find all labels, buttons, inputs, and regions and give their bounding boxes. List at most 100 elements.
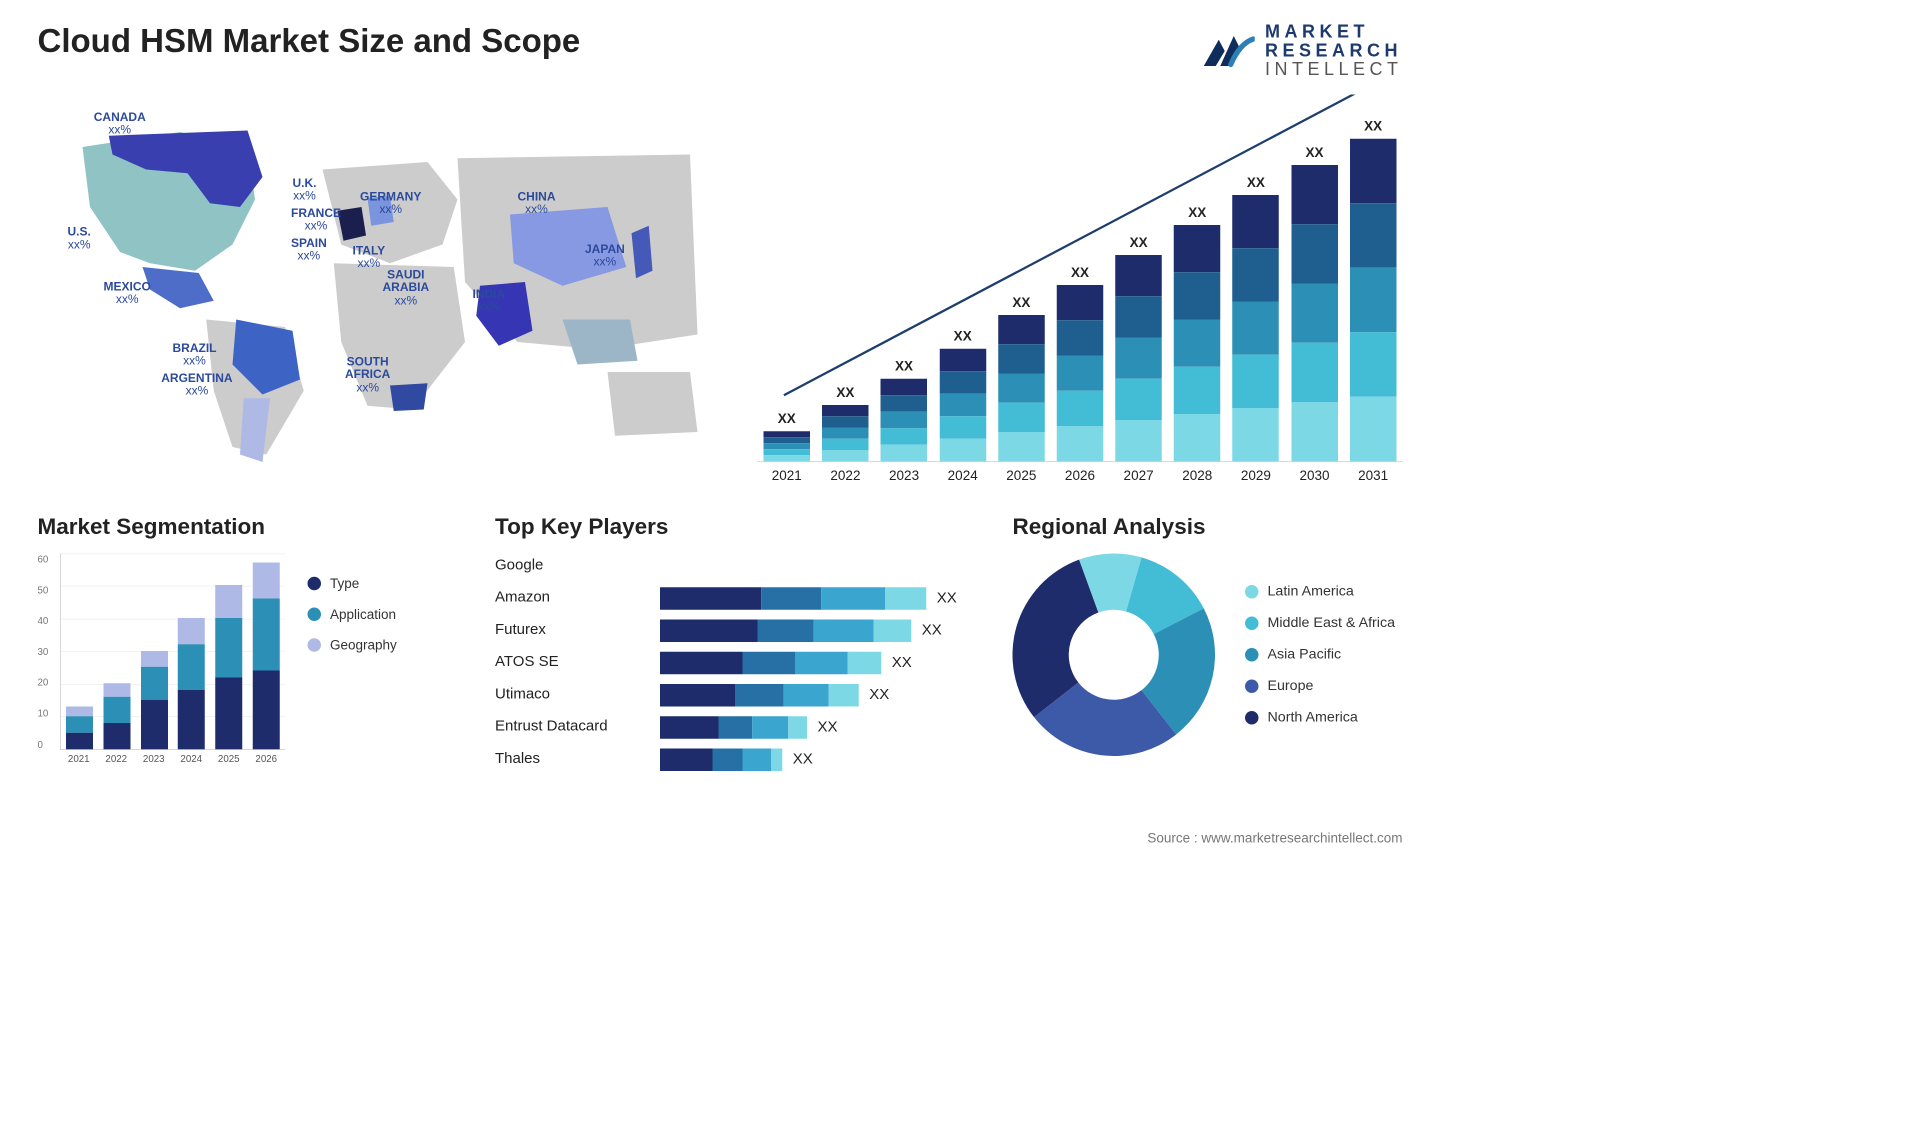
growth-years-axis: 2021202220232024202520262027202820292030… [758,468,1403,484]
header: Cloud HSM Market Size and Scope MARKET R… [0,0,1440,87]
legend-item: Type [308,576,397,592]
regional-title: Regional Analysis [1013,514,1403,540]
player-bar-row: XX [660,651,975,674]
player-value-label: XX [869,686,889,703]
player-bar-row: XX [660,619,975,642]
map-label-india: INDIAxx% [473,288,506,314]
player-name: Google [495,553,645,576]
map-region-saf [390,383,428,411]
segmentation-title: Market Segmentation [38,514,458,540]
growth-value-label: XX [1012,294,1030,310]
growth-bar-2023: XX [878,358,931,461]
growth-bar-2025: XX [995,294,1048,461]
growth-year-label: 2024 [936,468,989,484]
segmentation-y-axis: 0102030405060 [38,553,59,750]
growth-value-label: XX [1364,118,1382,134]
legend-item: Asia Pacific [1245,646,1395,663]
players-panel: Top Key Players GoogleAmazonFuturexATOS … [495,514,975,771]
source-attribution: Source : www.marketresearchintellect.com [1147,830,1402,846]
legend-item: Middle East & Africa [1245,615,1395,632]
logo-icon [1202,28,1255,73]
growth-year-label: 2026 [1054,468,1107,484]
growth-year-label: 2023 [878,468,931,484]
growth-year-label: 2027 [1112,468,1165,484]
donut-chart [1013,553,1216,756]
growth-value-label: XX [1071,264,1089,280]
map-region-mex [143,267,214,308]
map-label-south-africa: SOUTHAFRICAxx% [345,355,390,395]
growth-bar-2028: XX [1171,204,1224,461]
segmentation-chart: 0102030405060 202120222023202420252026 [38,553,286,771]
growth-chart-panel: XXXXXXXXXXXXXXXXXXXXXX 20212022202320242… [758,94,1403,492]
map-label-france: FRANCExx% [291,207,341,233]
seg-bar-2021 [66,706,93,749]
legend-item: Geography [308,637,397,653]
growth-bar-2022: XX [819,384,872,461]
map-label-argentina: ARGENTINAxx% [161,372,232,398]
regional-legend: Latin America Middle East & Africa Asia Pa… [1245,583,1395,726]
legend-item: North America [1245,709,1395,726]
growth-value-label: XX [954,328,972,344]
world-map-panel: CANADAxx%U.S.xx%MEXICOxx%BRAZILxx%ARGENT… [38,94,728,492]
top-row: CANADAxx%U.S.xx%MEXICOxx%BRAZILxx%ARGENT… [0,87,1440,507]
segmentation-panel: Market Segmentation 0102030405060 202120… [38,514,458,771]
legend-item: Latin America [1245,583,1395,600]
growth-chart: XX XX XX XX XX XX XX XX XX XX XX [758,117,1403,462]
segmentation-legend: Type Application Geography [308,553,397,771]
growth-value-label: XX [778,411,796,427]
logo-text: MARKET RESEARCH INTELLECT [1265,23,1403,80]
player-bar-row: XX [660,716,975,739]
growth-bar-2027: XX [1112,234,1165,461]
growth-bar-2024: XX [936,328,989,461]
growth-year-label: 2028 [1171,468,1224,484]
map-label-u-k-: U.K.xx% [293,177,317,203]
player-value-label: XX [922,622,942,639]
growth-year-label: 2021 [761,468,814,484]
map-label-saudi-arabia: SAUDIARABIAxx% [383,268,430,308]
growth-year-label: 2030 [1288,468,1341,484]
map-label-china: CHINAxx% [518,190,556,216]
player-bar-row: XX [660,684,975,707]
player-value-label: XX [818,719,838,736]
page-title: Cloud HSM Market Size and Scope [38,23,581,61]
growth-value-label: XX [1188,204,1206,220]
growth-value-label: XX [895,358,913,374]
player-name: Thales [495,747,645,770]
growth-year-label: 2031 [1347,468,1400,484]
growth-value-label: XX [836,384,854,400]
player-name: Futurex [495,618,645,641]
growth-bar-2031: XX [1347,118,1400,461]
map-label-spain: SPAINxx% [291,237,327,263]
seg-bar-2023 [141,651,168,749]
growth-value-label: XX [1305,144,1323,160]
segmentation-x-axis: 202120222023202420252026 [60,753,285,771]
regional-panel: Regional Analysis Latin America Middle Ea… [1013,514,1403,771]
seg-bar-2024 [178,618,205,749]
player-value-label: XX [793,751,813,768]
growth-year-label: 2029 [1230,468,1283,484]
player-name: ATOS SE [495,650,645,673]
player-bar-row: XX [660,748,975,771]
legend-item: Application [308,606,397,622]
growth-bar-2029: XX [1230,174,1283,461]
player-value-label: XX [892,654,912,671]
map-label-germany: GERMANYxx% [360,190,421,216]
growth-bar-2021: XX [761,411,814,461]
legend-item: Europe [1245,678,1395,695]
seg-bar-2026 [253,562,280,749]
map-label-u-s-: U.S.xx% [68,225,91,251]
growth-year-label: 2025 [995,468,1048,484]
player-name: Utimaco [495,682,645,705]
growth-value-label: XX [1130,234,1148,250]
map-label-brazil: BRAZILxx% [173,342,217,368]
players-name-list: GoogleAmazonFuturexATOS SEUtimacoEntrust… [495,553,645,771]
map-label-mexico: MEXICOxx% [104,280,151,306]
player-bar-row [660,555,975,578]
bottom-row: Market Segmentation 0102030405060 202120… [0,507,1440,779]
seg-bar-2022 [103,683,130,748]
players-bar-chart: XXXXXXXXXXXX [660,553,975,771]
map-label-japan: JAPANxx% [585,243,625,269]
map-label-italy: ITALYxx% [353,244,386,270]
growth-value-label: XX [1247,174,1265,190]
map-region-aus [608,372,698,436]
